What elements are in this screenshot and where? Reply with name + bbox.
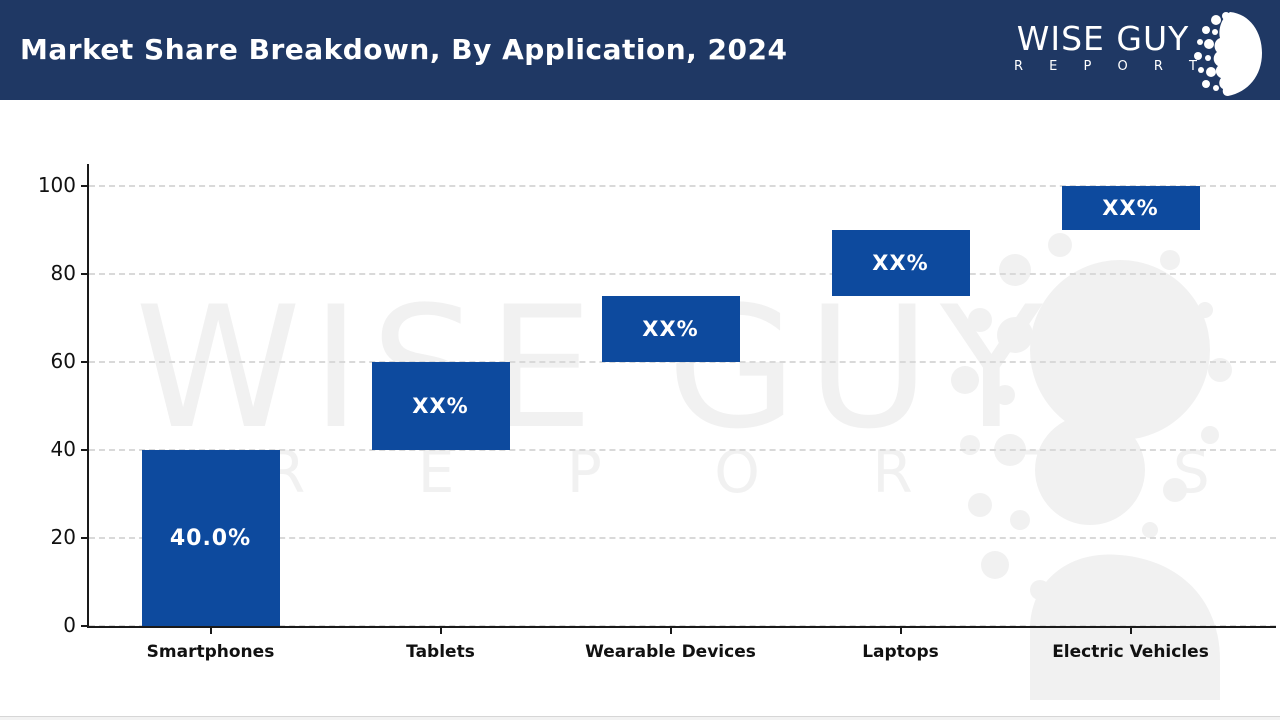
gridline bbox=[89, 185, 1276, 187]
logo-text: WISE GUY R E P O R T S bbox=[1014, 19, 1243, 75]
dotted-head-icon bbox=[1194, 12, 1262, 96]
x-category-label: Electric Vehicles bbox=[1052, 642, 1209, 662]
y-tick-label: 0 bbox=[63, 613, 76, 637]
y-tick-mark bbox=[81, 625, 89, 627]
x-category-label: Wearable Devices bbox=[585, 642, 756, 662]
x-tick-mark bbox=[669, 626, 672, 634]
bottom-strip bbox=[0, 717, 1280, 720]
y-axis-line bbox=[87, 164, 89, 628]
logo-wordmark: WISE GUY bbox=[1016, 19, 1190, 58]
x-tick-mark bbox=[209, 626, 212, 634]
x-category-label: Tablets bbox=[406, 642, 475, 662]
bar-segment: XX% bbox=[601, 296, 740, 362]
gridline bbox=[89, 449, 1276, 451]
x-axis-line bbox=[89, 626, 1276, 628]
bar-segment: 40.0% bbox=[141, 450, 280, 626]
watermark-wordmark: WISE GUY bbox=[135, 270, 1053, 466]
bar-segment: XX% bbox=[1061, 186, 1200, 230]
bottom-divider bbox=[0, 716, 1280, 717]
x-tick-mark bbox=[439, 626, 442, 634]
y-tick-label: 80 bbox=[50, 261, 76, 285]
y-tick-mark bbox=[81, 361, 89, 363]
gridline bbox=[89, 537, 1276, 539]
bar-value-label: XX% bbox=[1102, 196, 1159, 220]
wise-guy-reports-logo: WISE GUY R E P O R T S bbox=[1014, 8, 1264, 96]
x-category-label: Laptops bbox=[862, 642, 939, 662]
gridline bbox=[89, 273, 1276, 275]
y-tick-label: 60 bbox=[50, 349, 76, 373]
y-tick-label: 40 bbox=[50, 437, 76, 461]
bar-value-label: 40.0% bbox=[169, 525, 252, 551]
x-tick-mark bbox=[1129, 626, 1132, 634]
bar-segment: XX% bbox=[831, 230, 970, 296]
x-category-label: Smartphones bbox=[146, 642, 275, 662]
x-tick-mark bbox=[899, 626, 902, 634]
header-bar: Market Share Breakdown, By Application, … bbox=[0, 0, 1280, 100]
y-tick-label: 20 bbox=[50, 525, 76, 549]
bar-value-label: XX% bbox=[642, 317, 699, 341]
y-tick-mark bbox=[81, 273, 89, 275]
logo-subtitle: R E P O R T S bbox=[1014, 59, 1243, 74]
bar-segment: XX% bbox=[371, 362, 510, 450]
y-tick-mark bbox=[81, 185, 89, 187]
y-tick-label: 100 bbox=[37, 173, 76, 197]
bar-value-label: XX% bbox=[872, 251, 929, 275]
bar-value-label: XX% bbox=[412, 394, 469, 418]
page-title: Market Share Breakdown, By Application, … bbox=[20, 33, 788, 66]
y-tick-mark bbox=[81, 537, 89, 539]
chart-area: WISE GUY R E P O R T S 40.0% XX% XX% XX% XX%… bbox=[0, 100, 1280, 720]
gridline bbox=[89, 361, 1276, 363]
y-tick-mark bbox=[81, 449, 89, 451]
